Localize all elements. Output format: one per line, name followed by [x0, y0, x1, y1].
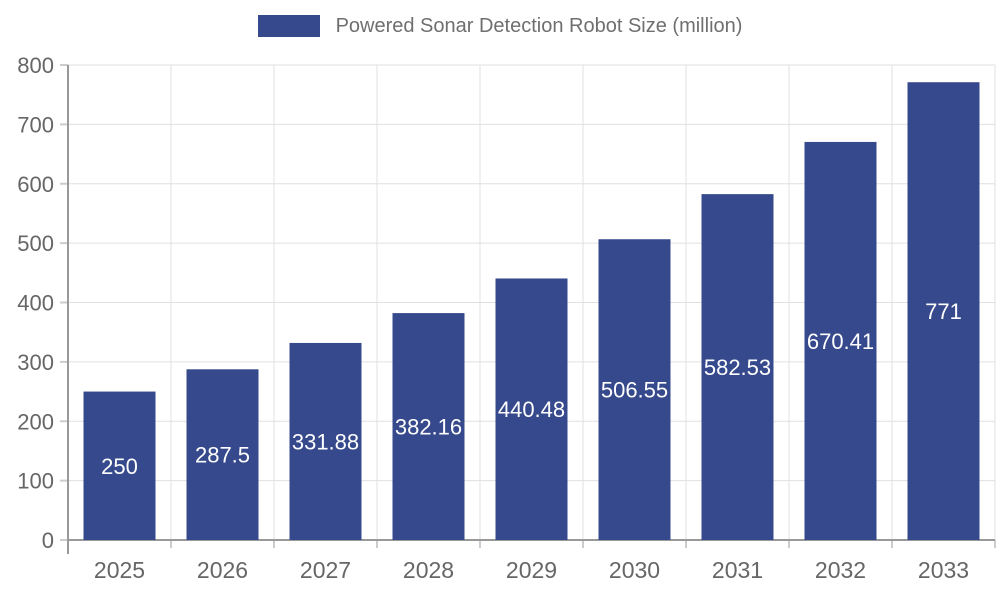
legend-label: Powered Sonar Detection Robot Size (mill…: [335, 15, 743, 37]
x-tick-label: 2025: [94, 557, 145, 583]
y-tick-label: 100: [17, 469, 54, 494]
legend[interactable]: Powered Sonar Detection Robot Size (mill…: [0, 15, 1000, 37]
y-tick-label: 800: [17, 53, 54, 78]
bar-value-label: 440.48: [498, 397, 565, 422]
bar-2026[interactable]: [186, 369, 259, 540]
bar-value-label: 250: [101, 454, 138, 479]
x-tick-label: 2029: [506, 557, 557, 583]
bar-value-label: 582.53: [704, 355, 771, 380]
bar-2030[interactable]: [598, 239, 671, 540]
bar-2031[interactable]: [701, 194, 774, 541]
bar-2032[interactable]: [804, 141, 877, 540]
bar-2025[interactable]: [83, 391, 156, 540]
x-tick-label: 2031: [712, 557, 763, 583]
bar-2028[interactable]: [392, 313, 465, 540]
bar-2029[interactable]: [495, 278, 568, 540]
x-tick-label: 2026: [197, 557, 248, 583]
x-tick-label: 2027: [300, 557, 351, 583]
y-tick-label: 400: [17, 291, 54, 316]
y-tick-label: 0: [42, 528, 54, 553]
legend-swatch: [257, 15, 320, 37]
bar-value-label: 287.5: [195, 443, 250, 468]
bar-2027[interactable]: [289, 342, 362, 540]
x-tick-label: 2028: [403, 557, 454, 583]
x-tick-label: 2030: [609, 557, 660, 583]
y-tick-label: 300: [17, 350, 54, 375]
bar-value-label: 771: [925, 299, 962, 324]
bar-value-label: 382.16: [395, 415, 462, 440]
x-tick-label: 2033: [918, 557, 969, 583]
y-tick-label: 200: [17, 409, 54, 434]
bar-value-label: 331.88: [292, 429, 359, 454]
x-tick-label: 2032: [815, 557, 866, 583]
y-tick-label: 600: [17, 172, 54, 197]
y-tick-label: 700: [17, 112, 54, 137]
bar-value-label: 670.41: [807, 329, 874, 354]
bar-value-label: 506.55: [601, 378, 668, 403]
bar-2033[interactable]: [907, 82, 980, 540]
y-tick-label: 500: [17, 231, 54, 256]
